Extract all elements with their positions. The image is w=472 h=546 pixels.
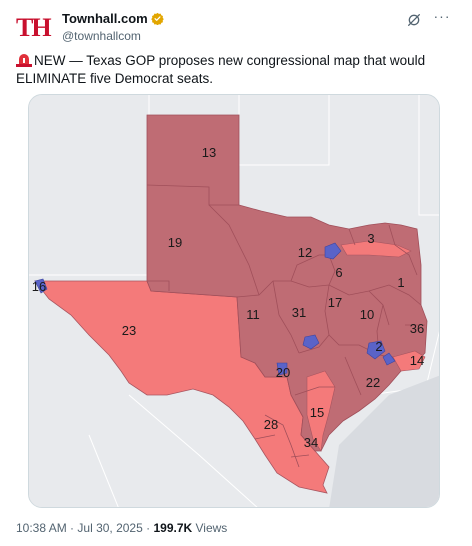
district-label: 34	[304, 435, 318, 450]
district-label: 15	[310, 405, 324, 420]
tweet-text: NEW — Texas GOP proposes new congression…	[16, 52, 436, 88]
district-label: 16	[32, 279, 46, 294]
district-label: 1	[397, 275, 404, 290]
handle[interactable]: @townhallcom	[62, 29, 141, 43]
views-label: Views	[195, 521, 228, 535]
siren-icon	[16, 54, 32, 67]
district-label: 23	[122, 323, 136, 338]
democrat-districts	[34, 242, 396, 376]
district-label: 3	[367, 231, 374, 246]
meta-separator: ·	[70, 521, 78, 535]
more-options-icon[interactable]: ···	[433, 8, 451, 24]
post-time[interactable]: 10:38 AM	[16, 521, 67, 535]
district-label: 31	[292, 305, 306, 320]
district-label: 13	[202, 145, 216, 160]
district-label: 19	[168, 235, 182, 250]
display-name[interactable]: Townhall.com	[62, 11, 148, 26]
district-label: 12	[298, 245, 312, 260]
post-date[interactable]: Jul 30, 2025	[77, 521, 143, 535]
tweet-meta: 10:38 AM · Jul 30, 2025 · 199.7K Views	[16, 520, 227, 536]
author-info: Townhall.com @townhallcom	[62, 10, 164, 44]
district-label: 36	[410, 321, 424, 336]
district-label: 11	[246, 307, 260, 322]
district-label: 14	[410, 353, 424, 368]
texas-map: 13 3 19 12 6 1 16 17 11 31 10 36 23 2 14…	[29, 95, 439, 507]
verified-badge-icon	[150, 12, 164, 25]
meta-separator: ·	[146, 521, 154, 535]
district-label: 22	[366, 375, 380, 390]
grok-icon[interactable]	[406, 12, 422, 28]
map-image[interactable]: 13 3 19 12 6 1 16 17 11 31 10 36 23 2 14…	[28, 94, 440, 508]
district-label: 28	[264, 417, 278, 432]
district-region-republican	[146, 114, 428, 452]
avatar[interactable]: TH	[16, 13, 52, 42]
views-count: 199.7K	[153, 521, 193, 535]
district-label: 6	[335, 265, 342, 280]
district-label: 2	[375, 339, 382, 354]
gulf-of-mexico	[329, 375, 439, 507]
tweet-body: NEW — Texas GOP proposes new congression…	[16, 53, 426, 86]
tweet-header: TH Townhall.com @townhallcom ···	[16, 8, 456, 46]
district-label: 10	[360, 307, 374, 322]
district-label: 17	[328, 295, 342, 310]
district-label: 20	[276, 365, 290, 380]
